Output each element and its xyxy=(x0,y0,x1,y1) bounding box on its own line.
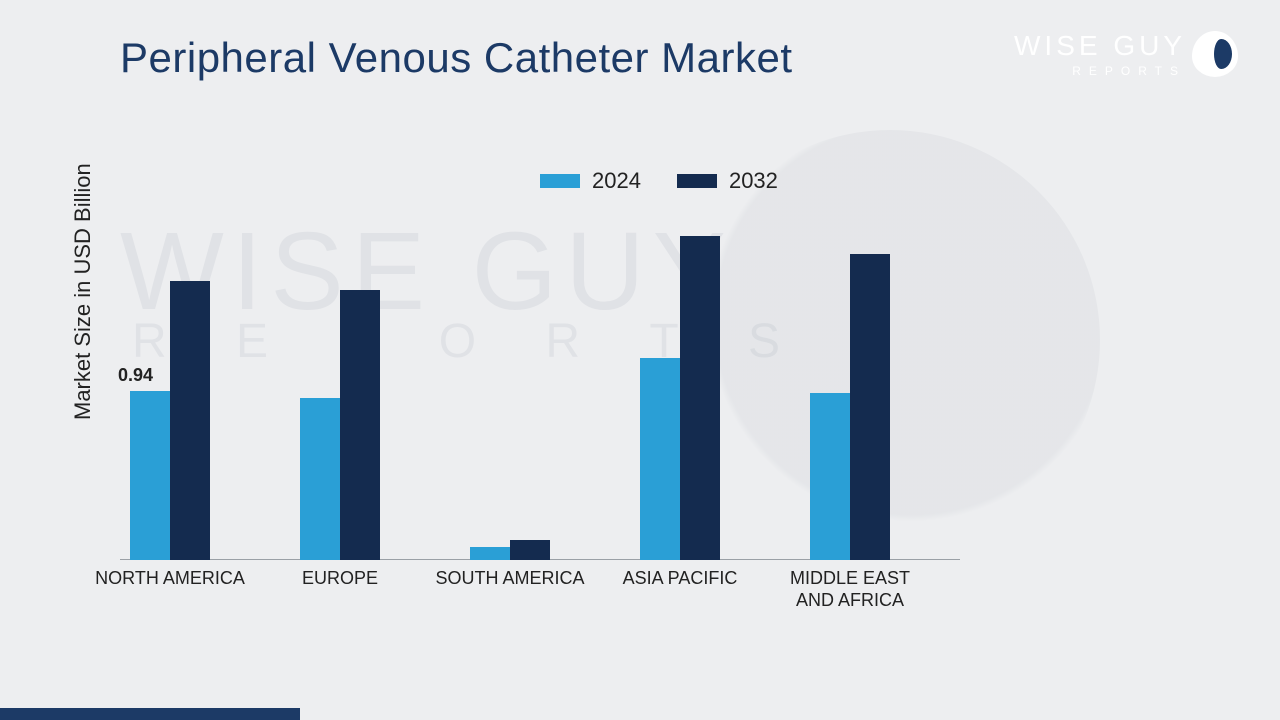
bar xyxy=(810,393,850,560)
bar xyxy=(510,540,550,560)
brand-line1: WISE GUY xyxy=(1014,30,1186,62)
legend-item-2024: 2024 xyxy=(540,168,641,194)
value-label: 0.94 xyxy=(118,365,153,386)
accent-panel xyxy=(960,0,1280,720)
legend-swatch-2024 xyxy=(540,174,580,188)
legend-swatch-2032 xyxy=(677,174,717,188)
chart-title: Peripheral Venous Catheter Market xyxy=(120,34,793,82)
bar xyxy=(340,290,380,560)
category-label: ASIA PACIFIC xyxy=(600,568,760,590)
y-axis-label: Market Size in USD Billion xyxy=(70,163,96,420)
category-label: EUROPE xyxy=(260,568,420,590)
brand-logo: WISE GUY REPORTS xyxy=(1014,30,1238,78)
bar xyxy=(640,358,680,560)
plot-area xyxy=(120,200,960,560)
legend-label-2032: 2032 xyxy=(729,168,778,194)
bar xyxy=(300,398,340,560)
legend-label-2024: 2024 xyxy=(592,168,641,194)
bar xyxy=(170,281,210,560)
bar xyxy=(130,391,170,560)
brand-text: WISE GUY REPORTS xyxy=(1014,30,1186,78)
bar xyxy=(680,236,720,560)
category-label: MIDDLE EAST AND AFRICA xyxy=(770,568,930,611)
bar xyxy=(470,547,510,560)
brand-line2: REPORTS xyxy=(1014,64,1186,78)
category-label: SOUTH AMERICA xyxy=(430,568,590,590)
legend: 2024 2032 xyxy=(540,168,778,194)
category-label: NORTH AMERICA xyxy=(90,568,250,590)
bar xyxy=(850,254,890,560)
brand-head-icon xyxy=(1192,31,1238,77)
legend-item-2032: 2032 xyxy=(677,168,778,194)
chart-canvas: WISE GUYR E P O R T S Peripheral Venous … xyxy=(0,0,1280,720)
footer-bar xyxy=(0,708,300,720)
